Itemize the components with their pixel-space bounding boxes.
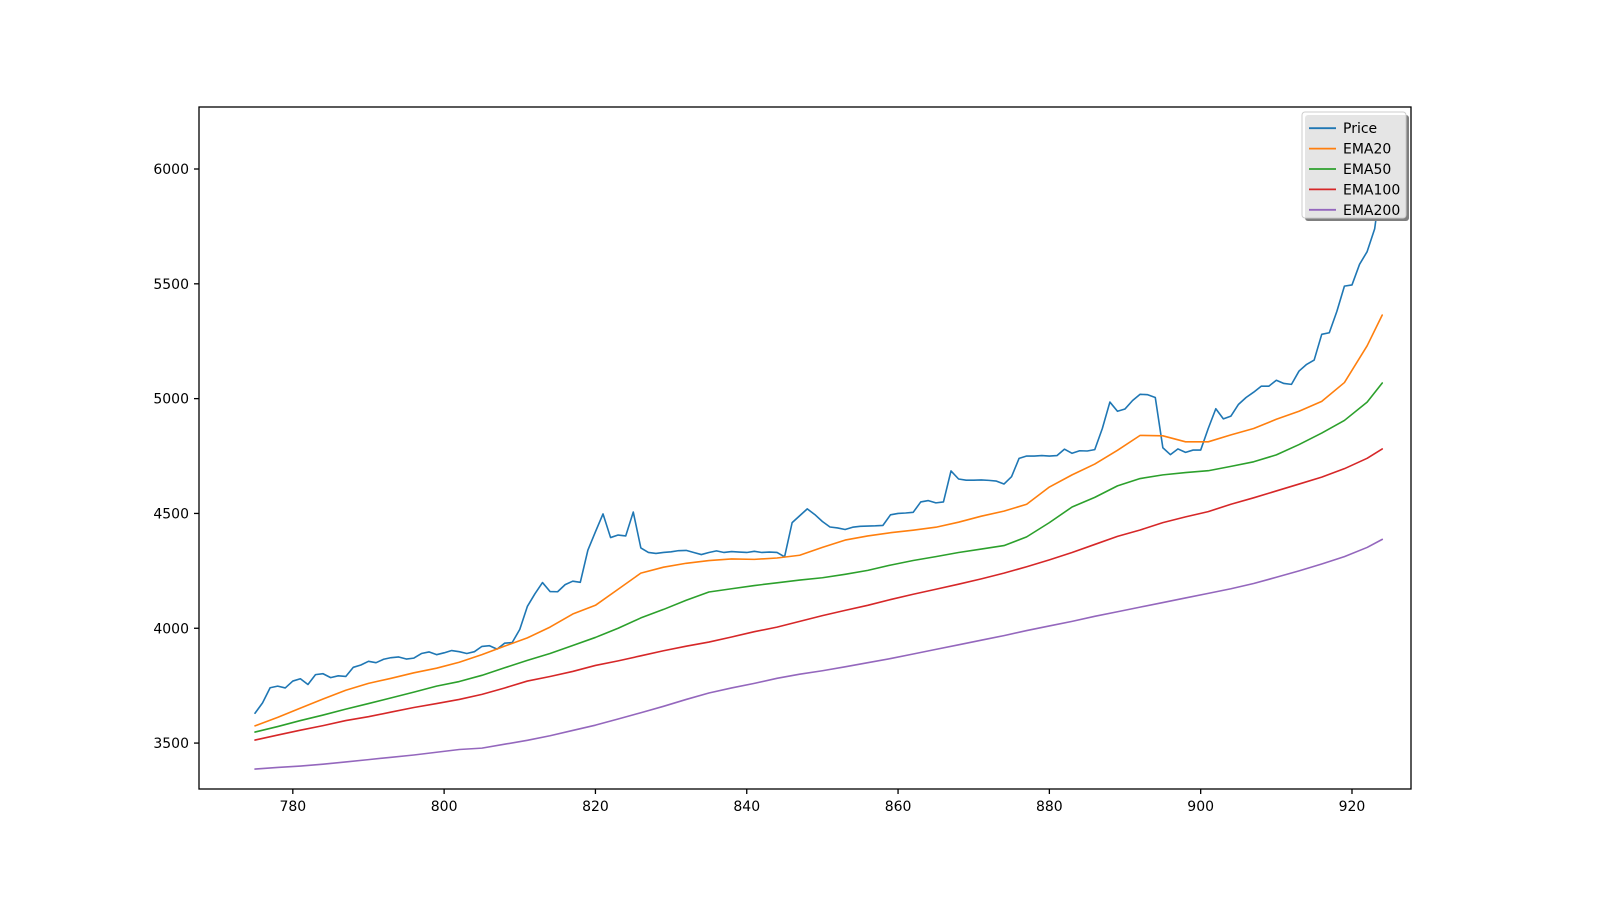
series-line-ema100 [254,448,1384,741]
legend-label: EMA20 [1343,142,1391,158]
legend-label: EMA200 [1343,203,1400,219]
legend-item-ema100: EMA100 [1309,182,1400,198]
legend: Price EMA20 EMA50 EMA100 EMA200 [1301,111,1409,221]
series-line-ema20 [254,314,1384,727]
legend-item-ema50: EMA50 [1309,162,1391,178]
y-tick-label: 5000 [153,392,189,408]
legend-item-ema20: EMA20 [1309,142,1391,158]
y-tick-label: 6000 [153,162,189,178]
series-line-ema50 [254,382,1384,733]
legend-label: EMA100 [1343,182,1400,198]
series-line-ema200 [254,538,1384,770]
x-tick-label: 800 [431,799,458,815]
y-tick-label: 4000 [153,621,189,637]
legend-label: Price [1343,121,1377,137]
legend-label: EMA50 [1343,162,1391,178]
x-tick-label: 880 [1036,799,1063,815]
x-tick-label: 920 [1339,799,1366,815]
x-tick-label: 860 [885,799,912,815]
x-tick-label: 900 [1187,799,1214,815]
y-tick-label: 4500 [153,506,189,522]
legend-item-ema200: EMA200 [1309,203,1400,219]
series-line-price [254,171,1384,715]
x-tick-label: 840 [733,799,760,815]
x-tick-label: 780 [279,799,306,815]
plot-frame [198,106,1412,790]
y-tick-label: 5500 [153,277,189,293]
legend-box [1301,111,1407,219]
y-tick-label: 3500 [153,736,189,752]
legend-item-price: Price [1309,121,1377,137]
x-tick-label: 820 [582,799,609,815]
